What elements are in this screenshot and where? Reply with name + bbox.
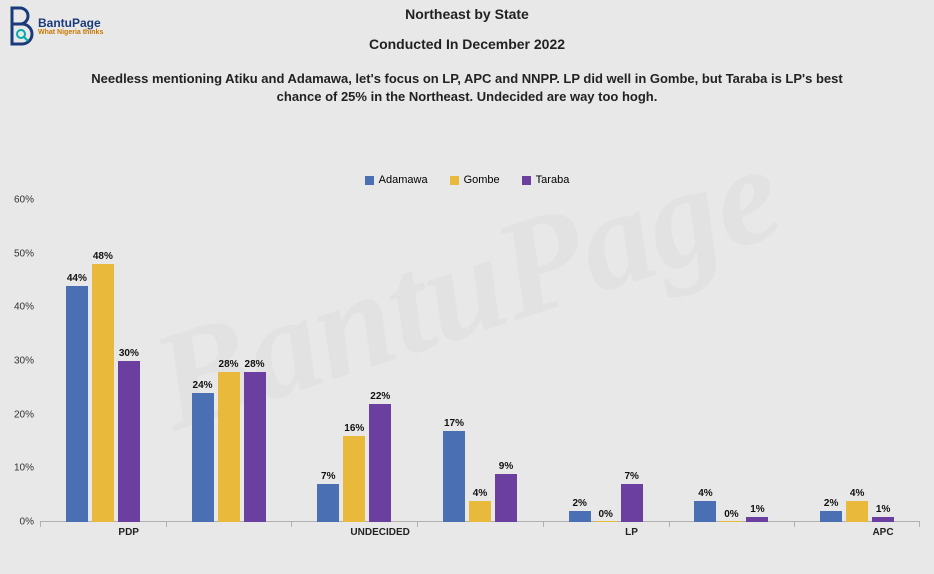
chart-description: Needless mentioning Atiku and Adamawa, l…: [87, 70, 847, 105]
x-axis-tick: [543, 522, 544, 527]
x-axis-category-label: UNDECIDED: [350, 527, 409, 538]
bar-value-label: 16%: [334, 423, 374, 434]
y-axis-tick: 10%: [4, 463, 34, 474]
x-axis-category-label: APC: [872, 527, 893, 538]
y-axis-tick: 20%: [4, 409, 34, 420]
y-axis-tick: 40%: [4, 302, 34, 313]
x-axis-tick: [40, 522, 41, 527]
bar-group: 4%0%1%NOT VOTING: [694, 182, 768, 522]
bar-value-label: 24%: [183, 380, 223, 391]
bar: [443, 431, 465, 522]
legend-swatch: [522, 176, 531, 185]
bar: [872, 517, 894, 522]
bar-value-label: 44%: [57, 273, 97, 284]
legend-label: Taraba: [536, 174, 570, 186]
y-axis-tick: 60%: [4, 195, 34, 206]
bar-group: 17%4%9%APC: [443, 182, 517, 522]
bar: [317, 484, 339, 522]
legend-label: Adamawa: [379, 174, 428, 186]
bar: [192, 393, 214, 522]
legend-label: Gombe: [464, 174, 500, 186]
chart-legend: Adamawa Gombe Taraba: [0, 174, 934, 186]
chart-header: Northeast by State Conducted In December…: [0, 6, 934, 105]
bar: [595, 521, 617, 522]
bar: [343, 436, 365, 522]
chart-plot-area: 0%10%20%30%40%50%60%44%48%30%PDP24%28%28…: [40, 200, 920, 540]
bar: [621, 484, 643, 522]
bar-value-label: 1%: [863, 504, 903, 515]
bar-value-label: 48%: [83, 251, 123, 262]
x-axis-tick: [669, 522, 670, 527]
x-axis-tick: [166, 522, 167, 527]
bar-value-label: 4%: [460, 488, 500, 499]
bar: [469, 501, 491, 522]
bar-group: 44%48%30%PDP: [66, 182, 140, 522]
bar-value-label: 4%: [837, 488, 877, 499]
y-axis-tick: 30%: [4, 356, 34, 367]
y-axis-tick: 50%: [4, 248, 34, 259]
legend-swatch: [450, 176, 459, 185]
bar-value-label: 17%: [434, 418, 474, 429]
x-axis-category-label: LP: [625, 527, 638, 538]
bar-group: 7%16%22%LP: [317, 182, 391, 522]
bar: [369, 404, 391, 522]
bar-value-label: 7%: [612, 471, 652, 482]
legend-item: Taraba: [522, 174, 570, 186]
bar-group: 2%0%7%UNDISCLOSED: [569, 182, 643, 522]
bar-value-label: 0%: [586, 509, 626, 520]
x-axis-tick: [417, 522, 418, 527]
bar-value-label: 2%: [811, 498, 851, 509]
bar-value-label: 7%: [308, 471, 348, 482]
bar-value-label: 9%: [486, 461, 526, 472]
chart-title: Northeast by State: [0, 6, 934, 22]
legend-item: Adamawa: [365, 174, 428, 186]
bar: [820, 511, 842, 522]
bar-group: 24%28%28%UNDECIDED: [192, 182, 266, 522]
x-axis-tick: [291, 522, 292, 527]
bar-value-label: 4%: [685, 488, 725, 499]
bar-value-label: 30%: [109, 348, 149, 359]
bar-value-label: 28%: [235, 359, 275, 370]
chart-subtitle: Conducted In December 2022: [0, 36, 934, 52]
legend-swatch: [365, 176, 374, 185]
bar: [66, 286, 88, 522]
x-axis-tick: [919, 522, 920, 527]
bar: [92, 264, 114, 522]
bar: [746, 517, 768, 522]
bar-value-label: 1%: [737, 504, 777, 515]
bar-group: 2%4%1%NNPP: [820, 182, 894, 522]
bar: [495, 474, 517, 522]
x-axis-tick: [794, 522, 795, 527]
bar: [218, 372, 240, 522]
bar: [244, 372, 266, 522]
bar-value-label: 22%: [360, 391, 400, 402]
bar-value-label: 2%: [560, 498, 600, 509]
legend-item: Gombe: [450, 174, 500, 186]
x-axis-category-label: PDP: [118, 527, 139, 538]
bar: [118, 361, 140, 522]
y-axis-tick: 0%: [4, 517, 34, 528]
bar: [720, 521, 742, 522]
